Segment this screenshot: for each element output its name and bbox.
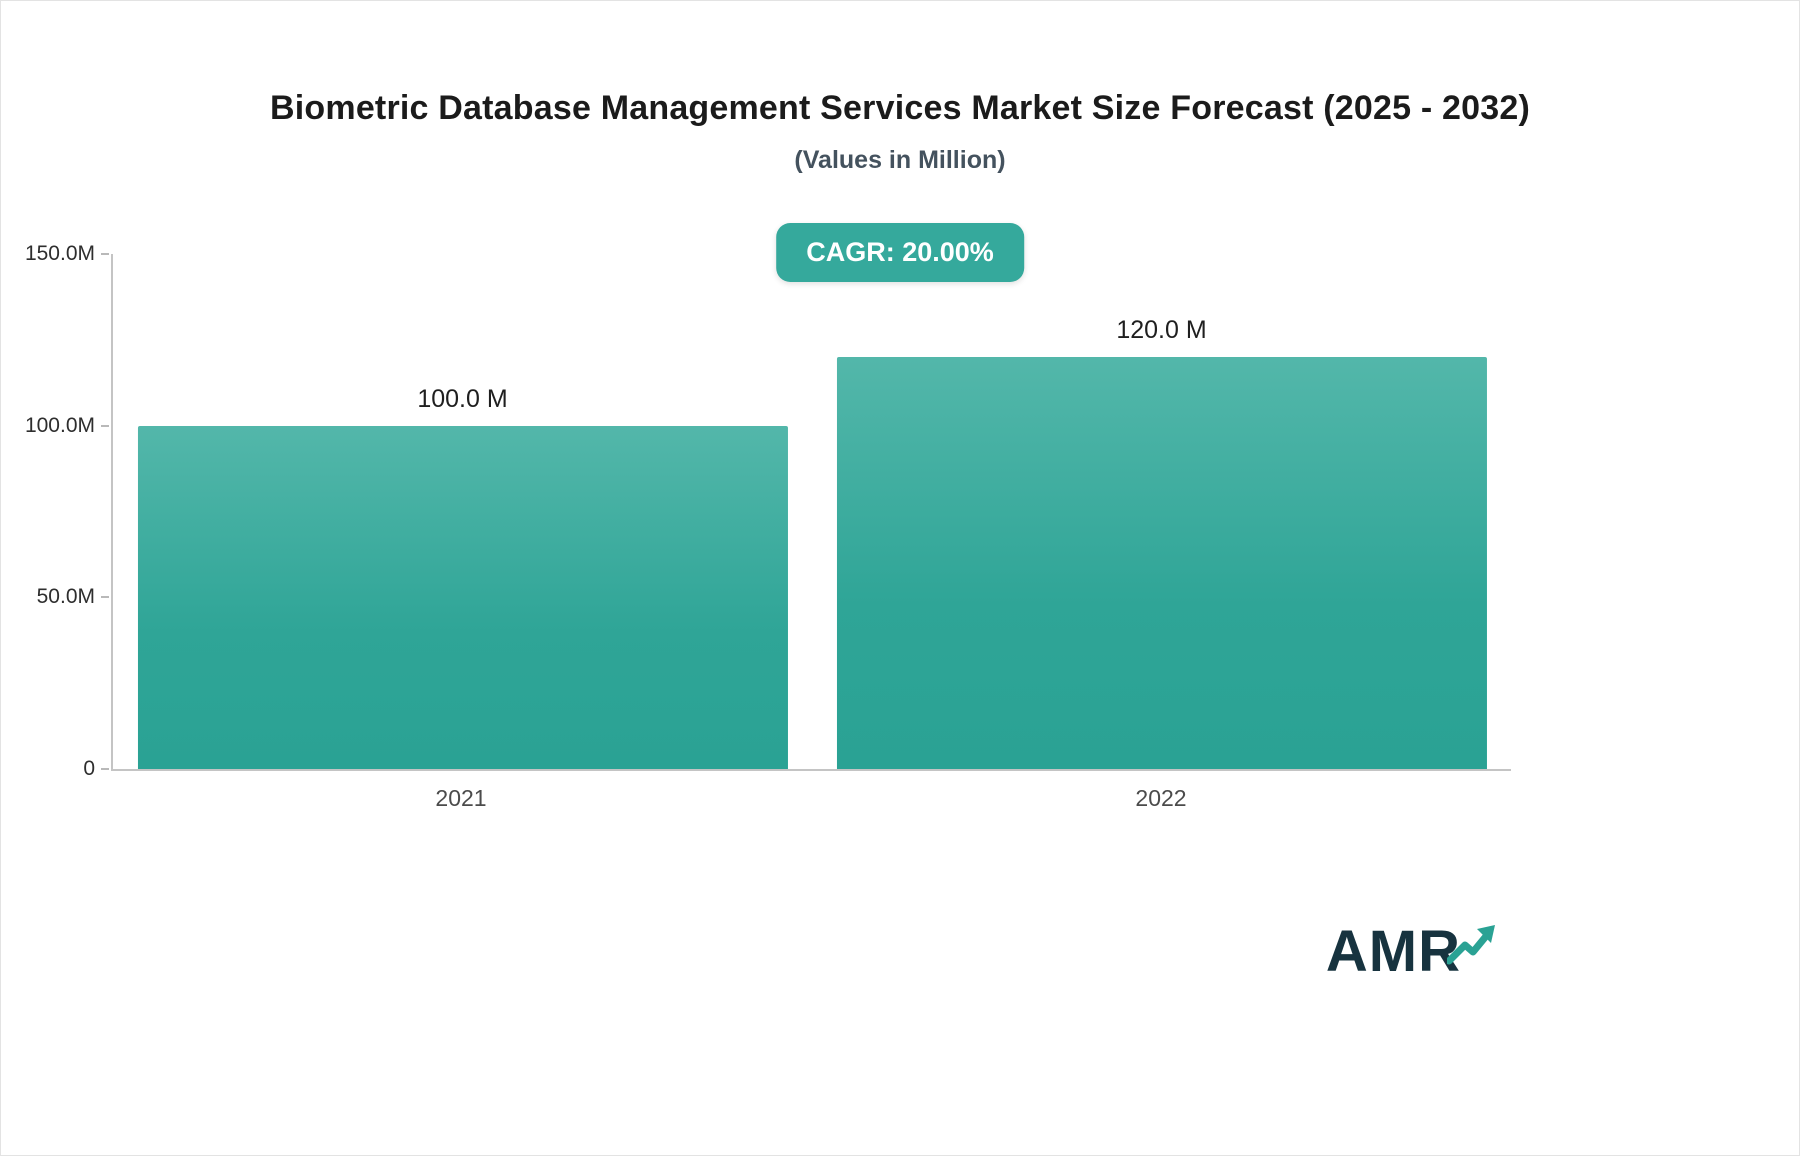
y-axis-tick-label: 150.0M [24,242,95,265]
bar-slot: 100.0 M [113,254,812,769]
y-axis-tick-label: 0 [83,757,95,780]
x-axis-label-2022: 2022 [1135,785,1187,811]
cagr-badge: CAGR: 20.00% [776,223,1024,282]
y-axis-tick-label: 100.0M [24,413,95,437]
chart-subtitle: (Values in Million) [794,146,1006,174]
amr-logo: AMR [1326,918,1499,985]
amr-logo-text: AMR [1325,919,1461,984]
bar-slot: 120.0 M [812,254,1511,769]
y-axis-tick-mark [101,424,109,427]
y-axis-tick-mark [101,596,109,599]
bar-value-label: 120.0 M [1116,316,1207,344]
bar-2021 [137,425,788,769]
bar-2022 [836,357,1487,769]
chart-title: Biometric Database Management Services M… [270,89,1530,127]
y-axis-tick-label: 50.0M [36,585,95,609]
bar-chart: 150.0M 100.0M 50.0M 0 100.0 M 120.0 M [25,242,1511,780]
x-axis-labels: 2021 2022 [111,785,1511,819]
x-axis-label-2021: 2021 [435,785,487,811]
plot-area: 150.0M 100.0M 50.0M 0 100.0 M 120.0 M [25,242,1511,780]
bar-value-label: 100.0 M [417,384,508,413]
y-axis-tick-mark [101,253,109,255]
y-axis-tick-mark [101,768,109,770]
growth-arrow-icon [1447,924,1495,964]
